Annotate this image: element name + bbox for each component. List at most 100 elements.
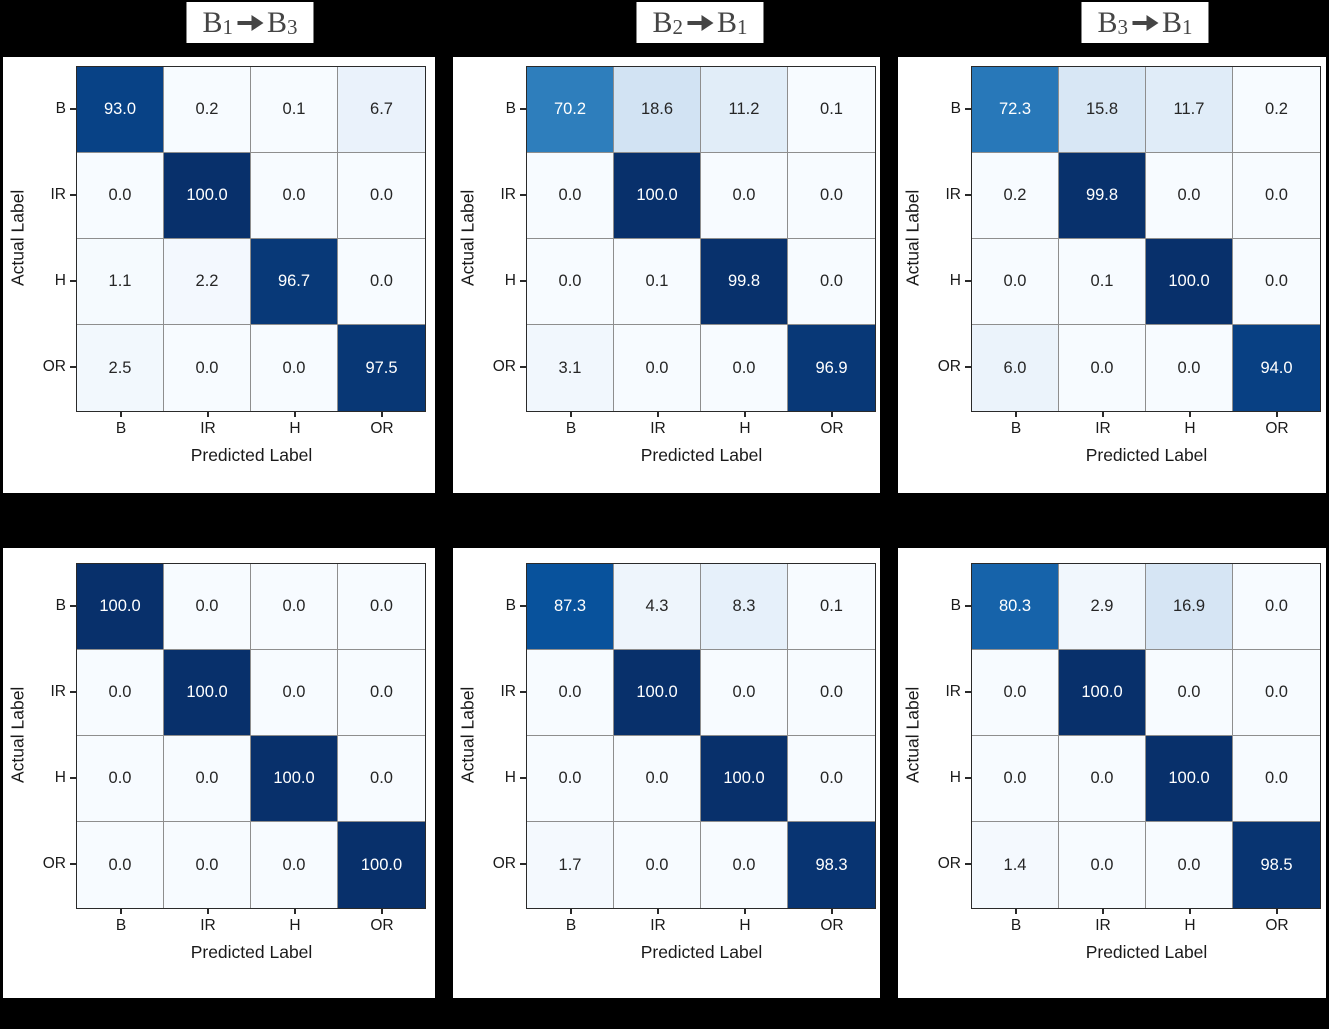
- matrix-cell: 1.1: [77, 239, 164, 325]
- matrix-cell: 0.0: [338, 153, 425, 239]
- tick-mark: [657, 909, 659, 914]
- title-to-label: B: [717, 5, 738, 39]
- heatmap-grid: 80.3 2.9 16.9 0.0 0.0 100.0 0.0 0.0 0.0 0.0 100.0 0…: [971, 563, 1321, 909]
- y-tick-label: IR: [33, 152, 76, 238]
- x-tick-label: IR: [165, 909, 252, 935]
- y-tick-label: OR: [33, 324, 76, 410]
- matrix-cell: 0.0: [1146, 650, 1233, 736]
- matrix-cell: 11.2: [701, 67, 788, 153]
- matrix-cell: 0.0: [77, 153, 164, 239]
- matrix-cell: 0.0: [164, 822, 251, 908]
- tick-mark: [520, 605, 526, 607]
- x-tick-labels: B IR H OR: [528, 412, 877, 438]
- x-tick-label: H: [1147, 909, 1234, 935]
- y-tick-text: B: [505, 597, 516, 614]
- matrix-cell: 94.0: [1233, 325, 1320, 411]
- tick-mark: [294, 412, 296, 417]
- matrix-cell: 0.2: [164, 67, 251, 153]
- x-axis-label: Predicted Label: [640, 445, 763, 465]
- y-tick-text: H: [504, 769, 516, 786]
- title-from-subscript: 1: [222, 15, 234, 39]
- tick-mark: [207, 412, 209, 417]
- y-tick-text: B: [55, 100, 66, 117]
- tick-mark: [1189, 909, 1191, 914]
- confusion-matrix-panel: Actual Label B IR H OR 87.3 4.3 8.3 0.1 0.0 100.0 0…: [453, 548, 880, 998]
- tick-mark: [1015, 909, 1017, 914]
- y-tick-text: IR: [50, 186, 67, 203]
- matrix-cell: 100.0: [701, 736, 788, 822]
- matrix-cell: 2.5: [77, 325, 164, 411]
- matrix-cell: 0.0: [338, 564, 425, 650]
- matrix-cell: 11.7: [1146, 67, 1233, 153]
- tick-mark: [120, 909, 122, 914]
- y-tick-labels: B IR H OR: [483, 66, 526, 410]
- matrix-cell: 0.0: [701, 325, 788, 411]
- tick-mark: [965, 863, 971, 865]
- matrix-cell: 100.0: [1059, 650, 1146, 736]
- x-tick-label: H: [1147, 412, 1234, 438]
- matrix-cell: 0.0: [77, 822, 164, 908]
- heatmap-grid: 100.0 0.0 0.0 0.0 0.0 100.0 0.0 0.0 0.0 0.0 100.0 0…: [76, 563, 426, 909]
- matrix-cell: 0.0: [614, 736, 701, 822]
- x-tick-text: B: [565, 917, 577, 934]
- y-tick-text: IR: [945, 683, 962, 700]
- matrix-cell: 8.3: [701, 564, 788, 650]
- title-to-label: B: [1162, 5, 1183, 39]
- tick-mark: [70, 366, 76, 368]
- y-tick-label: B: [33, 563, 76, 649]
- y-tick-label: OR: [928, 821, 971, 907]
- x-tick-label: H: [252, 909, 339, 935]
- y-tick-label: IR: [928, 152, 971, 238]
- y-tick-label: OR: [483, 324, 526, 410]
- matrix-cell: 0.0: [701, 153, 788, 239]
- matrix-cell: 0.0: [972, 650, 1059, 736]
- y-tick-label: IR: [928, 649, 971, 735]
- confusion-matrix-panel: Actual Label B IR H OR 93.0 0.2 0.1 6.7 0.0 100.0 0…: [3, 57, 435, 493]
- matrix-cell: 97.5: [338, 325, 425, 411]
- y-tick-label: H: [33, 238, 76, 324]
- x-tick-label: B: [528, 412, 615, 438]
- y-tick-labels: B IR H OR: [483, 563, 526, 907]
- tick-mark: [965, 605, 971, 607]
- matrix-cell: 0.0: [338, 736, 425, 822]
- y-tick-label: H: [483, 238, 526, 324]
- y-tick-text: IR: [500, 683, 517, 700]
- tick-mark: [965, 777, 971, 779]
- matrix-cell: 0.1: [788, 67, 875, 153]
- matrix-cell: 0.0: [164, 564, 251, 650]
- y-tick-label: IR: [483, 152, 526, 238]
- tick-mark: [520, 777, 526, 779]
- title-from-subscript: 2: [672, 15, 684, 39]
- plot-area: 93.0 0.2 0.1 6.7 0.0 100.0 0.0 0.0 1.1 2.2 96.7 0.0…: [76, 66, 426, 466]
- x-tick-label: OR: [339, 412, 426, 438]
- y-tick-text: H: [504, 272, 516, 289]
- matrix-cell: 2.9: [1059, 564, 1146, 650]
- matrix-cell: 0.1: [788, 564, 875, 650]
- tick-mark: [1102, 412, 1104, 417]
- matrix-cell: 80.3: [972, 564, 1059, 650]
- x-tick-label: H: [702, 412, 789, 438]
- y-tick-label: OR: [483, 821, 526, 907]
- matrix-cell: 72.3: [972, 67, 1059, 153]
- matrix-cell: 0.0: [1233, 736, 1320, 822]
- confusion-matrix-panel: Actual Label B IR H OR 100.0 0.0 0.0 0.0 0.0 100.0…: [3, 548, 435, 998]
- matrix-cell: 70.2: [527, 67, 614, 153]
- tick-mark: [520, 691, 526, 693]
- y-tick-text: OR: [42, 855, 66, 872]
- tick-mark: [744, 412, 746, 417]
- matrix-cell: 0.0: [972, 736, 1059, 822]
- x-tick-text: IR: [1095, 420, 1111, 437]
- matrix-cell: 1.7: [527, 822, 614, 908]
- confusion-matrix-panel: Actual Label B IR H OR 80.3 2.9 16.9 0.0 0.0 100.0…: [898, 548, 1326, 998]
- matrix-cell: 100.0: [164, 153, 251, 239]
- matrix-cell: 0.0: [788, 153, 875, 239]
- matrix-cell: 0.0: [1233, 650, 1320, 736]
- title-from-label: B: [652, 5, 673, 39]
- y-axis-label: Actual Label: [902, 686, 923, 784]
- tick-mark: [1276, 412, 1278, 417]
- matrix-cell: 98.5: [1233, 822, 1320, 908]
- matrix-cell: 6.7: [338, 67, 425, 153]
- x-tick-labels: B IR H OR: [78, 909, 427, 935]
- tick-mark: [520, 280, 526, 282]
